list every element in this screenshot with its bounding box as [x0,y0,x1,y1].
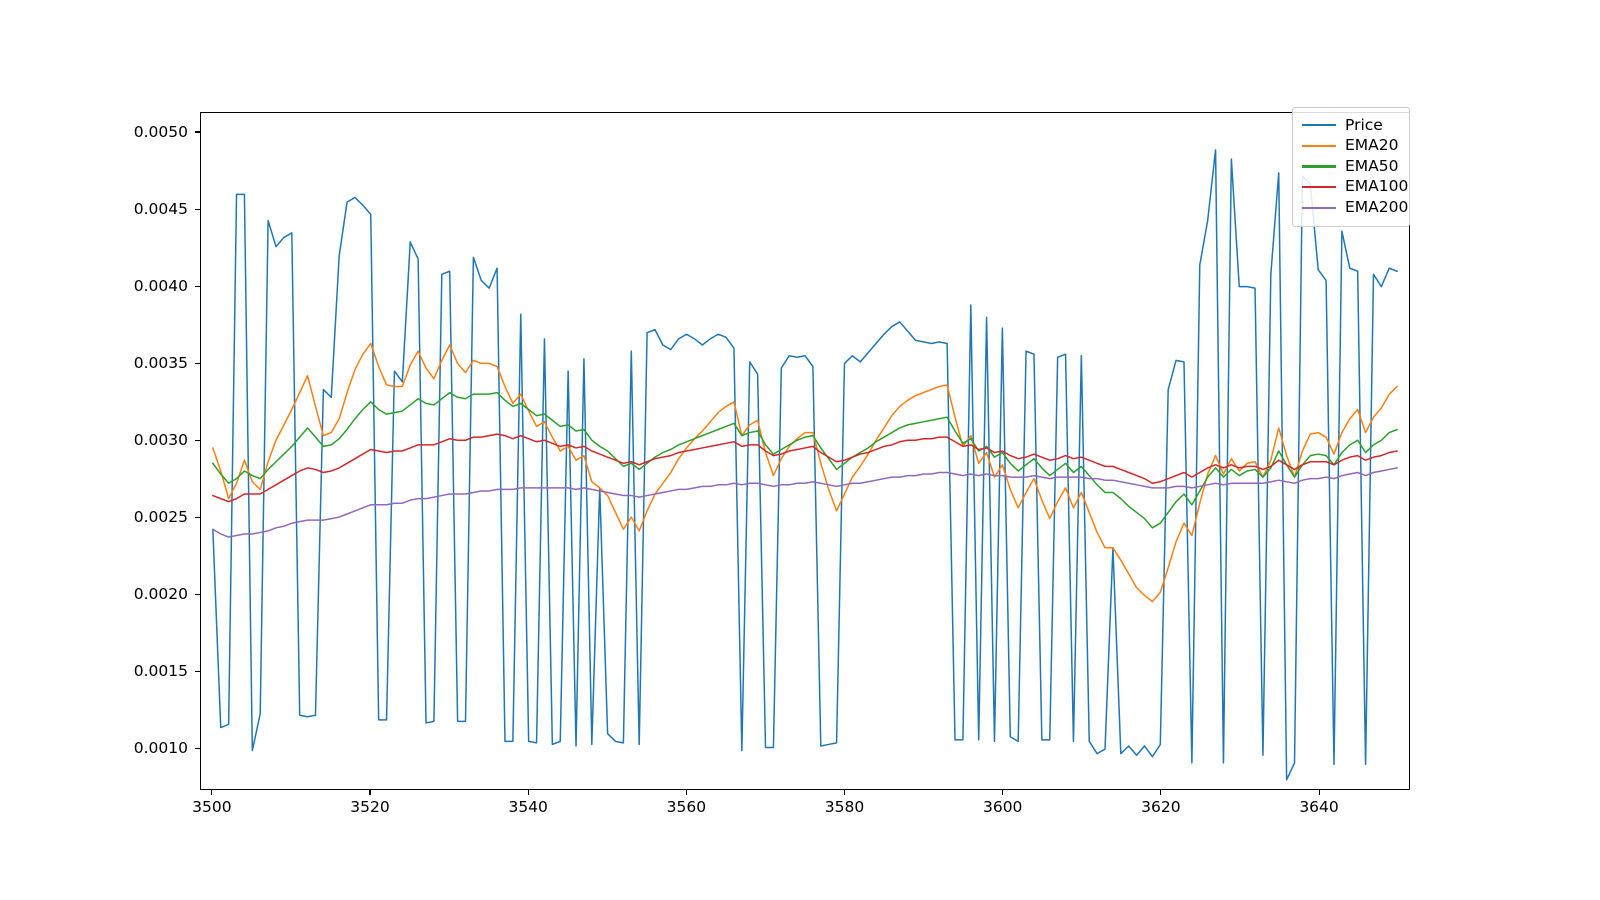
y-tick-label: 0.0020 [133,585,188,604]
x-tick-mark [369,790,371,795]
legend-label: EMA200 [1345,197,1409,216]
y-tick-mark [195,516,200,518]
legend-swatch-price [1302,124,1336,127]
x-tick-mark [843,790,846,795]
legend-label: Price [1345,115,1383,134]
x-tick-label: 3600 [982,798,1023,816]
legend-item-ema200[interactable]: EMA200 [1302,197,1408,218]
y-tick-label: 0.0045 [133,200,188,219]
y-tick-mark [195,362,200,364]
y-tick-label: 0.0035 [133,354,188,373]
x-tick-label: 3640 [1299,798,1339,816]
y-tick-mark [195,131,200,133]
series-line-price [213,150,1397,780]
series-canvas [201,113,1409,789]
legend-swatch-ema20 [1302,144,1336,147]
legend-swatch-ema200 [1302,206,1336,209]
y-tick-mark [195,439,200,441]
series-line-ema20 [213,343,1397,601]
legend-item-ema20[interactable]: EMA20 [1302,136,1400,157]
legend-item-ema50[interactable]: EMA50 [1302,156,1400,177]
legend-item-ema100[interactable]: EMA100 [1302,177,1408,198]
legend[interactable]: Price EMA20 EMA50 EMA100 EMA200 [1292,107,1410,227]
legend-swatch-ema50 [1302,165,1336,168]
y-tick-mark [195,593,200,595]
x-tick-label: 3560 [666,798,707,816]
x-tick-label: 3620 [1141,798,1181,816]
y-tick-mark [195,285,200,287]
y-tick-label: 0.0025 [133,508,188,527]
x-tick-mark [211,790,213,795]
y-tick-mark [195,670,200,672]
x-tick-mark [685,790,687,795]
y-tick-label: 0.0010 [133,739,188,758]
plot-area [200,112,1410,790]
x-tick-label: 3540 [508,798,548,816]
x-tick-label: 3520 [350,798,390,816]
x-tick-mark [1160,790,1162,795]
legend-label: EMA100 [1345,177,1409,196]
y-tick-label: 0.0015 [133,662,188,681]
y-tick-mark [195,208,200,210]
legend-swatch-ema100 [1302,185,1336,189]
legend-item-price[interactable]: Price [1302,115,1400,136]
x-tick-mark [1318,790,1320,795]
y-tick-label: 0.0050 [133,123,188,142]
x-tick-mark [1002,790,1004,795]
series-line-ema100 [213,434,1397,502]
series-line-ema200 [213,468,1397,537]
x-tick-label: 3500 [192,798,232,816]
x-tick-label: 3580 [824,798,865,816]
x-tick-mark [527,790,529,795]
y-tick-label: 0.0030 [133,431,188,450]
legend-label: EMA50 [1345,156,1399,175]
legend-label: EMA20 [1345,136,1399,155]
y-tick-mark [195,747,200,749]
series-line-ema50 [213,393,1397,528]
y-tick-label: 0.0040 [133,277,188,296]
